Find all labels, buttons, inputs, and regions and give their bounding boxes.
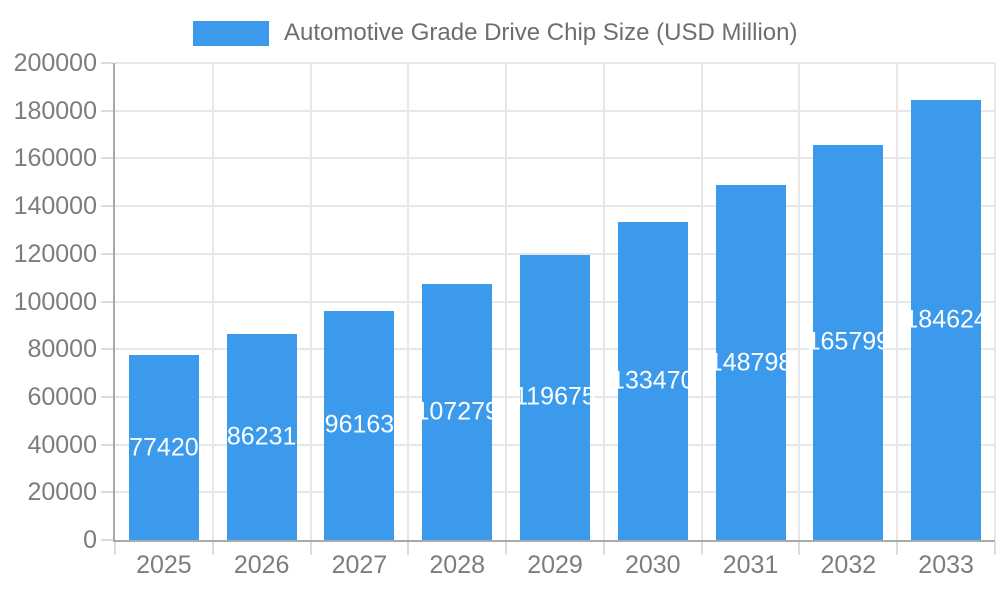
y-axis-tick bbox=[101, 252, 113, 255]
x-axis-tick bbox=[211, 542, 214, 555]
y-axis-tick bbox=[101, 109, 113, 112]
y-axis-tick-label: 80000 bbox=[27, 335, 97, 364]
x-axis-tick-label: 2032 bbox=[820, 551, 877, 579]
bar-value-label: 119675 bbox=[514, 382, 596, 411]
vertical-gridline bbox=[700, 63, 703, 540]
legend-item[interactable]: Automotive Grade Drive Chip Size (USD Mi… bbox=[193, 19, 798, 47]
x-axis-tick bbox=[700, 542, 703, 555]
bar-value-label: 77420 bbox=[129, 433, 199, 462]
y-axis-tick-label: 60000 bbox=[27, 382, 97, 411]
x-axis-tick-label: 2030 bbox=[624, 551, 681, 579]
bar[interactable]: 184624 bbox=[904, 99, 988, 540]
horizontal-gridline bbox=[115, 205, 995, 208]
vertical-gridline bbox=[407, 63, 410, 540]
x-axis-tick-label: 2029 bbox=[527, 551, 583, 579]
bar[interactable]: 165799 bbox=[807, 144, 890, 540]
bar[interactable]: 148798 bbox=[709, 185, 792, 540]
vertical-gridline bbox=[798, 63, 801, 540]
y-axis-tick-label: 40000 bbox=[27, 430, 97, 459]
x-axis-tick bbox=[114, 542, 116, 555]
y-axis-tick bbox=[101, 539, 113, 541]
vertical-gridline bbox=[994, 63, 996, 540]
bar[interactable]: 86231 bbox=[226, 334, 297, 540]
x-axis-tick-label: 2026 bbox=[233, 551, 290, 579]
y-axis-tick bbox=[101, 348, 113, 351]
y-axis-tick bbox=[101, 395, 113, 398]
x-axis-tick bbox=[309, 542, 312, 555]
bar[interactable]: 119675 bbox=[514, 254, 596, 540]
legend-swatch bbox=[193, 20, 269, 46]
horizontal-gridline bbox=[115, 252, 995, 255]
x-axis-tick bbox=[994, 542, 996, 555]
y-axis-tick-label: 180000 bbox=[13, 96, 97, 125]
bar-value-label: 96163 bbox=[324, 410, 395, 439]
x-axis-tick-label: 2031 bbox=[722, 551, 779, 579]
x-axis-tick bbox=[798, 542, 801, 555]
x-axis-tick bbox=[602, 542, 605, 555]
vertical-gridline bbox=[505, 63, 508, 540]
bar[interactable]: 133470 bbox=[611, 221, 694, 540]
y-axis-tick bbox=[101, 443, 113, 446]
y-axis-tick bbox=[101, 491, 113, 494]
y-axis-tick-label: 0 bbox=[83, 526, 97, 554]
y-axis-tick bbox=[101, 157, 113, 160]
legend-label: Automotive Grade Drive Chip Size (USD Mi… bbox=[284, 19, 798, 46]
x-axis-tick-label: 2025 bbox=[136, 551, 192, 579]
bar-value-label: 107279 bbox=[415, 397, 499, 426]
y-axis-tick bbox=[101, 205, 113, 208]
bar[interactable]: 77420 bbox=[128, 355, 199, 540]
vertical-gridline bbox=[309, 63, 312, 540]
x-axis-tick bbox=[407, 542, 410, 555]
y-axis-tick bbox=[101, 300, 113, 303]
horizontal-gridline bbox=[115, 109, 995, 112]
x-axis-tick-label: 2027 bbox=[331, 551, 388, 579]
y-axis-tick-label: 160000 bbox=[13, 144, 97, 173]
y-axis-tick-label: 140000 bbox=[13, 192, 97, 221]
y-axis-tick-label: 20000 bbox=[27, 478, 97, 507]
vertical-gridline bbox=[211, 63, 214, 540]
horizontal-gridline bbox=[115, 62, 995, 64]
x-axis-tick-label: 2028 bbox=[429, 551, 486, 579]
bar[interactable]: 96163 bbox=[324, 310, 395, 540]
bar-value-label: 148798 bbox=[708, 348, 793, 377]
horizontal-gridline bbox=[115, 157, 995, 160]
plot-area: 77420 86231 96163 107279 119675 133470 148798 1… bbox=[113, 62, 996, 542]
x-axis-tick bbox=[505, 542, 508, 555]
vertical-gridline bbox=[602, 63, 605, 540]
y-axis-tick-label: 200000 bbox=[13, 49, 97, 77]
y-axis-tick bbox=[101, 62, 113, 64]
bar-value-label: 86231 bbox=[226, 422, 297, 451]
bar[interactable]: 107279 bbox=[416, 284, 499, 540]
vertical-gridline bbox=[896, 63, 899, 540]
x-axis-tick-label: 2033 bbox=[918, 551, 974, 579]
x-axis-tick bbox=[896, 542, 899, 555]
bar-value-label: 133470 bbox=[611, 366, 695, 395]
y-axis-tick-label: 100000 bbox=[13, 287, 97, 316]
bar-value-label: 184624 bbox=[904, 305, 988, 334]
bar-value-label: 165799 bbox=[806, 327, 891, 356]
y-axis-tick-label: 120000 bbox=[13, 239, 97, 268]
